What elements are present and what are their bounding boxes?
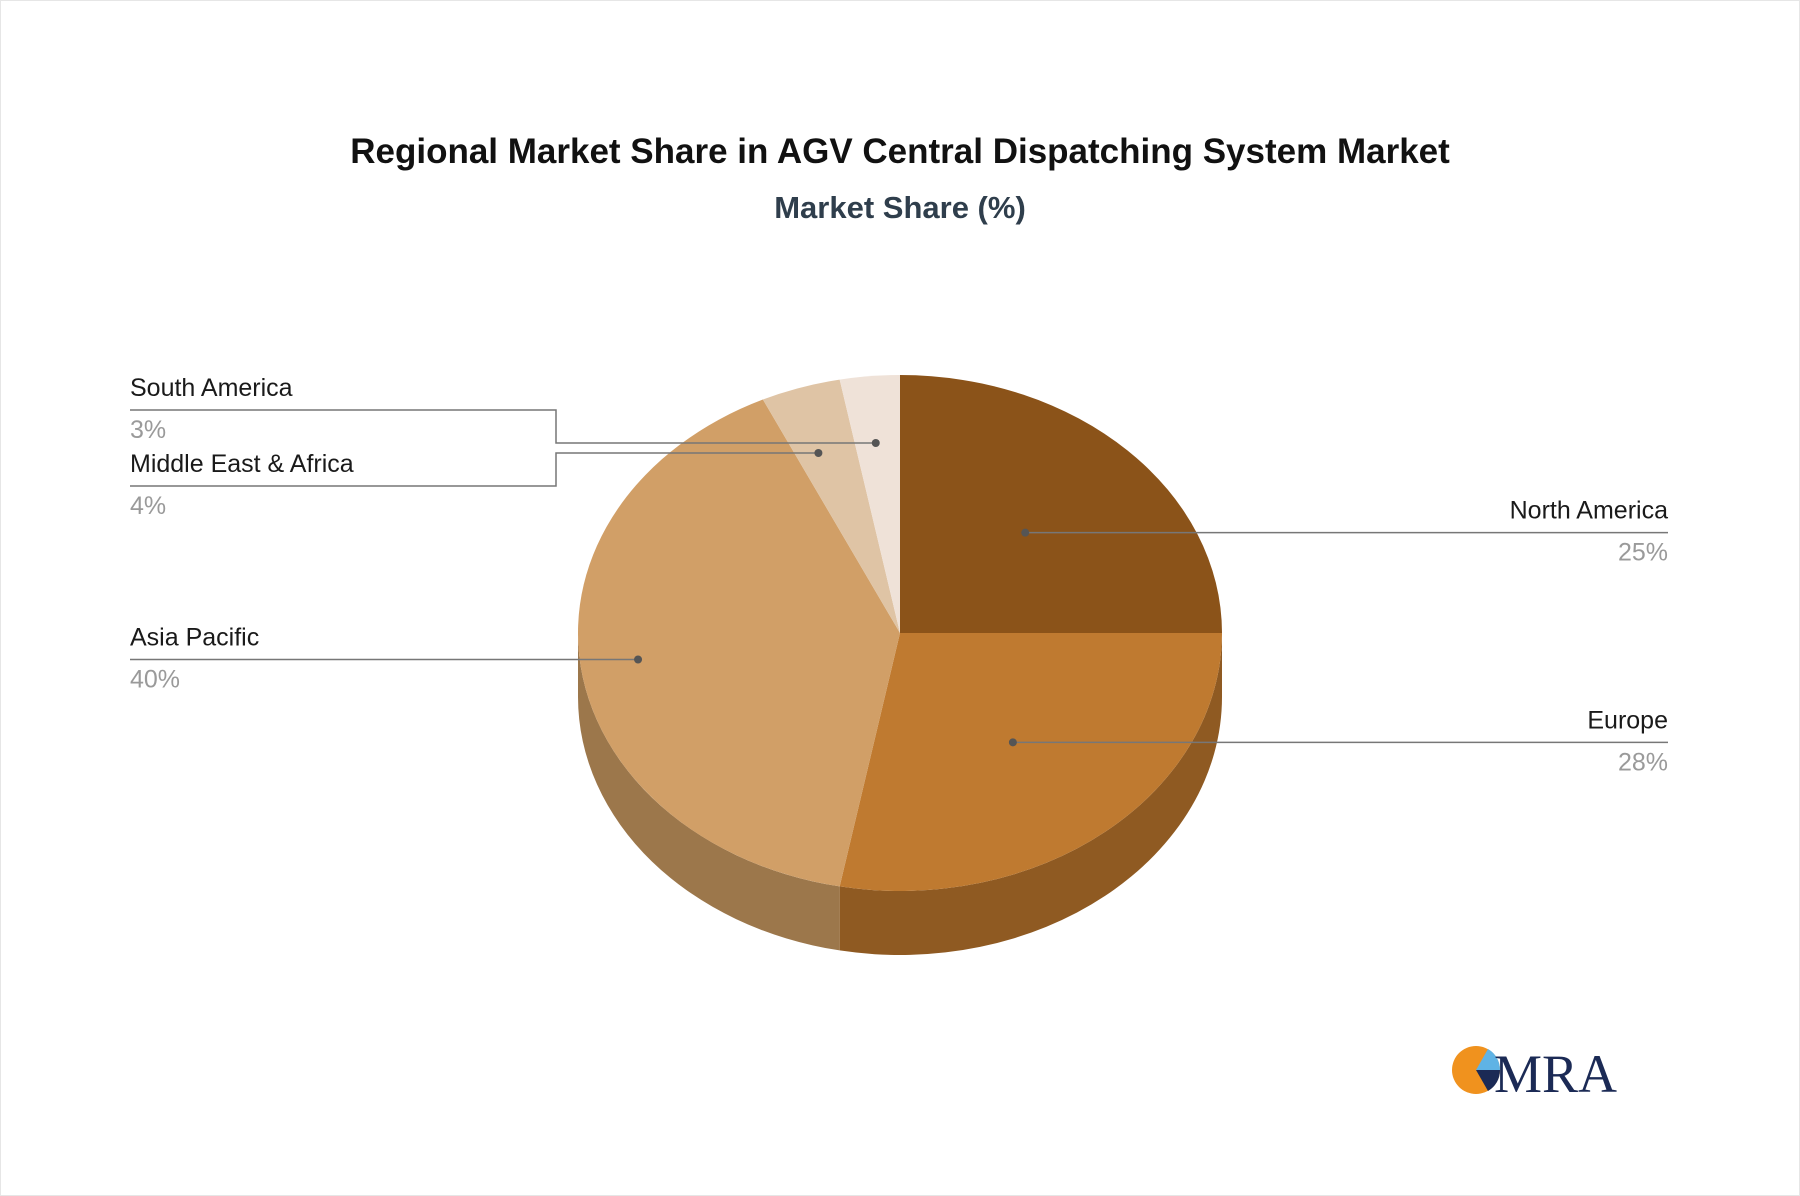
- slice-label-north-america: North America 25%: [1021, 497, 1668, 567]
- logo-text: MRA: [1494, 1044, 1617, 1100]
- slice-value: 28%: [1618, 748, 1668, 776]
- slice-value: 4%: [130, 492, 166, 520]
- leader-dot: [871, 439, 880, 447]
- slice-value: 40%: [130, 666, 180, 694]
- leader-dot: [1021, 528, 1030, 537]
- slice-value: 3%: [130, 416, 166, 444]
- slice-name: Europe: [1587, 706, 1668, 734]
- leader-line: [130, 452, 819, 487]
- chart-subtitle: Market Share (%): [774, 190, 1026, 225]
- pie-slice-south-america[interactable]: [839, 375, 900, 633]
- slice-value: 25%: [1618, 539, 1668, 567]
- slice-label-europe: Europe 28%: [1008, 706, 1668, 776]
- slice-name: Middle East & Africa: [130, 450, 354, 478]
- slice-label-middle-east-africa: Middle East & Africa 4%: [130, 449, 823, 520]
- logo-segment-icon: [1476, 1049, 1501, 1070]
- leader-line: [130, 409, 876, 444]
- pie-slice-asia-pacific[interactable]: [578, 399, 900, 887]
- slice-label-south-america: South America 3%: [130, 374, 880, 447]
- mra-logo: MRA: [1452, 1044, 1617, 1100]
- slice-label-asia-pacific: Asia Pacific 40%: [130, 624, 643, 694]
- pie-side-asia-pacific: [578, 633, 840, 951]
- slice-name: Asia Pacific: [130, 624, 259, 652]
- pie-slice-europe[interactable]: [839, 633, 1222, 891]
- pie-side-europe: [839, 633, 1222, 955]
- leader-dot: [634, 655, 643, 664]
- chart-title: Regional Market Share in AGV Central Dis…: [350, 132, 1450, 171]
- pie-slice-north-america[interactable]: [900, 375, 1222, 633]
- slice-name: South America: [130, 374, 293, 402]
- slice-name: North America: [1510, 497, 1668, 525]
- logo-segment-icon: [1476, 1070, 1501, 1091]
- leader-dot: [1008, 738, 1017, 747]
- leader-dot: [814, 449, 823, 457]
